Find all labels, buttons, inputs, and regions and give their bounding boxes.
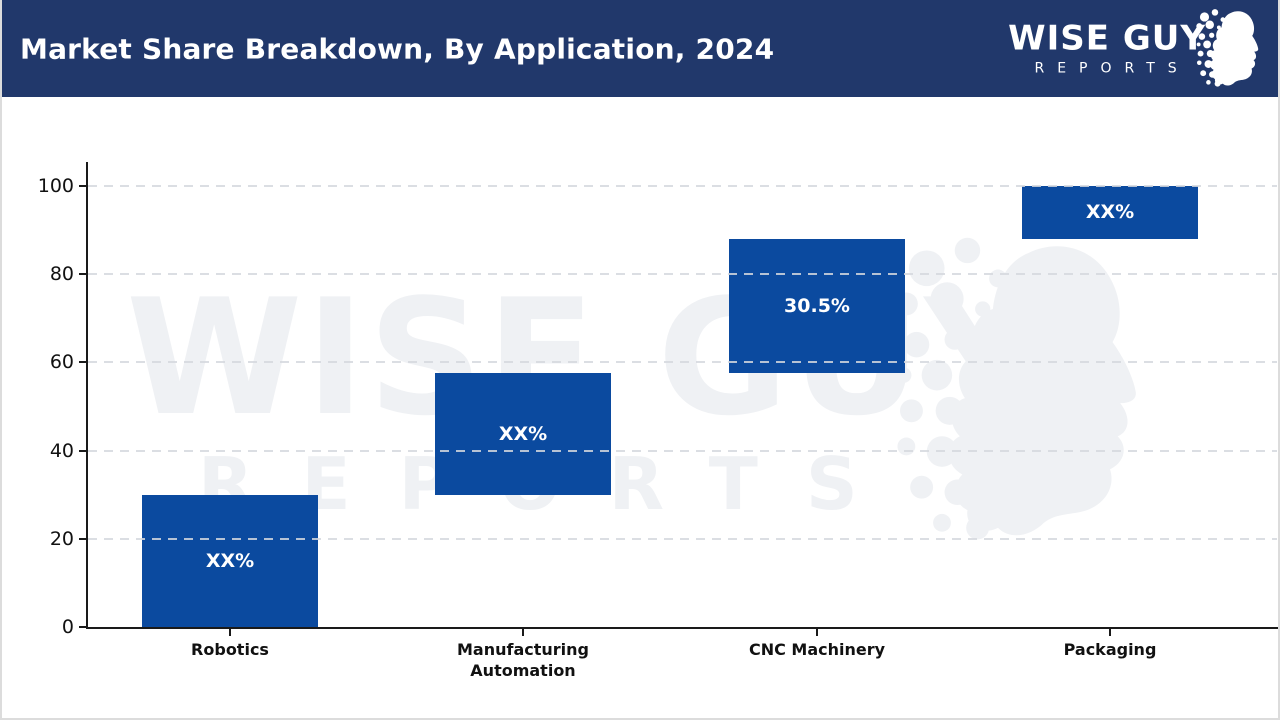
y-tick-label: 40	[49, 439, 74, 462]
x-category-label: Packaging	[1063, 640, 1157, 659]
y-tick	[79, 626, 86, 628]
bar-value-label: 30.5%	[784, 295, 850, 318]
y-tick	[79, 361, 86, 364]
x-tick	[816, 629, 818, 636]
y-axis-line	[86, 162, 88, 629]
bar-value-label: XX%	[498, 423, 548, 446]
gridline	[88, 273, 1277, 276]
brand-logo-text: WISE GUY REPORTS	[1008, 21, 1206, 76]
bar-value-label: XX%	[205, 549, 255, 572]
logo-dotted-head-icon	[1196, 8, 1259, 87]
header-bar: Market Share Breakdown, By Application, …	[0, 0, 1280, 97]
y-tick	[79, 537, 86, 540]
bar-value-label: XX%	[1085, 201, 1135, 224]
bar-cnc-machinery: 30.5%	[729, 238, 905, 374]
bar-robotics: XX%	[142, 494, 318, 627]
bar-packaging: XX%	[1022, 186, 1198, 239]
x-axis-line	[88, 627, 1279, 629]
gridline	[88, 185, 1277, 187]
y-tick-label: 60	[49, 351, 74, 374]
y-tick-label: 20	[49, 527, 74, 550]
x-tick	[522, 629, 524, 636]
y-tick-label: 100	[37, 175, 74, 197]
gridline	[88, 537, 1277, 540]
y-tick	[79, 185, 86, 187]
y-tick	[79, 449, 86, 452]
chart-title: Market Share Breakdown, By Application, …	[20, 32, 775, 65]
brand-logo: WISE GUY REPORTS	[1008, 6, 1266, 91]
y-tick-label: 80	[49, 263, 74, 286]
bar-manufacturing-automation: XX%	[435, 373, 611, 495]
x-tick	[1109, 629, 1111, 636]
x-tick	[229, 629, 231, 636]
gridline	[88, 361, 1277, 364]
x-category-label: Manufacturing Automation	[457, 640, 589, 680]
brand-name: WISE GUY	[1008, 18, 1206, 58]
gridline	[88, 449, 1277, 452]
brand-tagline: REPORTS	[1034, 60, 1190, 76]
x-category-label: Robotics	[191, 640, 269, 659]
y-tick	[79, 273, 86, 276]
x-category-label: CNC Machinery	[748, 640, 886, 659]
y-tick-label: 0	[61, 616, 74, 638]
